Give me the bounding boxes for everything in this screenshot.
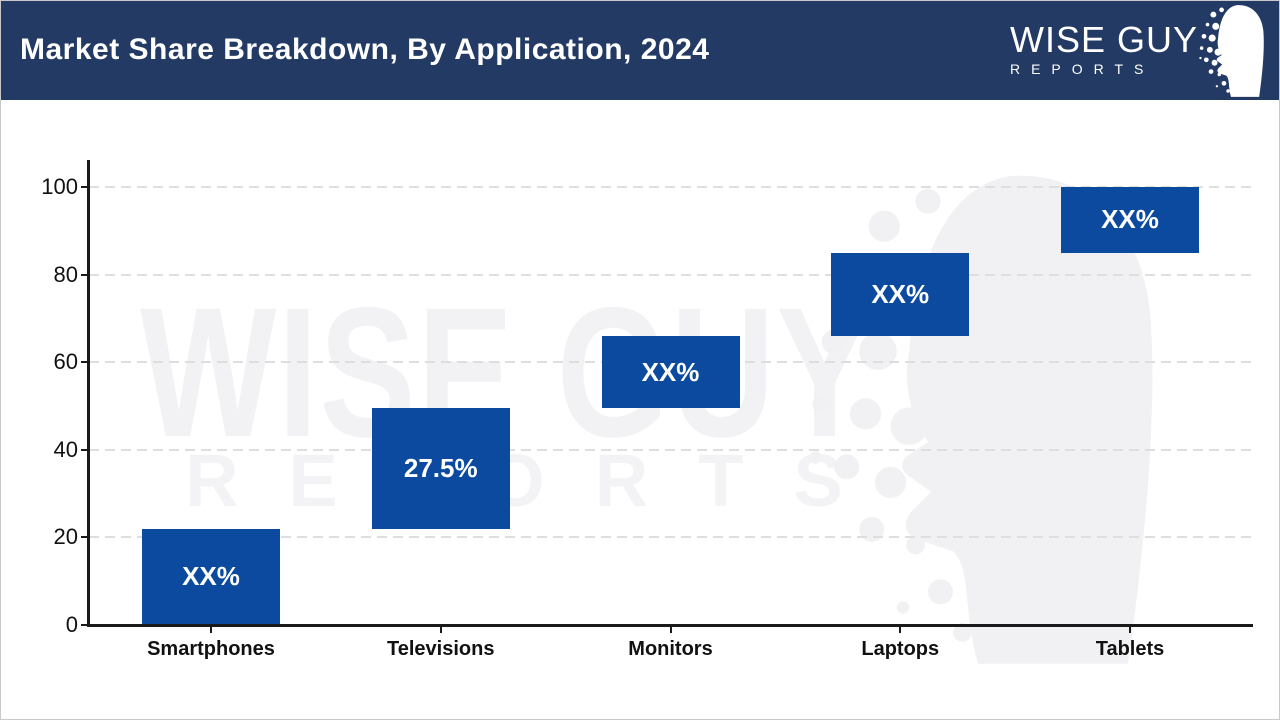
gridline <box>89 186 1252 188</box>
y-tick <box>81 361 89 364</box>
x-tick <box>669 625 672 633</box>
y-tick-label: 20 <box>53 524 78 550</box>
brand-wordmark: WISE GUY REPORTS <box>1009 19 1198 78</box>
y-tick <box>81 273 89 276</box>
bar: XX% <box>601 335 740 409</box>
y-tick-label: 0 <box>65 612 78 637</box>
x-category-label: Laptops <box>861 638 940 660</box>
y-tick <box>81 624 89 626</box>
gridline <box>89 273 1252 276</box>
y-tick <box>81 186 89 188</box>
bar-value-label: XX% <box>1101 204 1159 235</box>
y-tick <box>81 448 89 451</box>
x-tick <box>210 625 212 633</box>
x-category-label: Tablets <box>1095 638 1165 660</box>
brand-reports: REPORTS <box>1009 61 1155 77</box>
gridline <box>89 536 1252 539</box>
x-tick <box>1129 625 1131 633</box>
header: Market Share Breakdown, By Application, … <box>0 0 1280 100</box>
x-category-label: Monitors <box>628 638 713 660</box>
brand-name: WISE GUY <box>1009 19 1198 60</box>
page-title: Market Share Breakdown, By Application, … <box>20 33 710 66</box>
x-tick <box>439 625 442 633</box>
bar: XX% <box>1061 187 1199 253</box>
y-tick-label: 60 <box>53 349 78 375</box>
bar-value-label: XX% <box>641 356 700 387</box>
bar: 27.5% <box>371 408 510 529</box>
y-tick-label: 40 <box>53 436 78 462</box>
bar-value-label: 27.5% <box>403 452 478 483</box>
brand-logo: WISE GUY REPORTS <box>1002 0 1272 100</box>
bar-value-label: XX% <box>182 561 240 592</box>
gridline <box>89 448 1252 451</box>
y-tick <box>81 536 89 539</box>
x-category-label: Televisions <box>387 638 495 660</box>
x-category-label: Smartphones <box>147 638 275 660</box>
y-tick-label: 100 <box>41 174 78 199</box>
bar: XX% <box>142 528 280 625</box>
bar: XX% <box>831 252 970 336</box>
x-tick <box>899 625 902 633</box>
y-tick-label: 80 <box>53 261 78 287</box>
brand-head-icon <box>1199 5 1264 97</box>
bar-value-label: XX% <box>871 278 930 309</box>
y-axis <box>87 160 90 627</box>
